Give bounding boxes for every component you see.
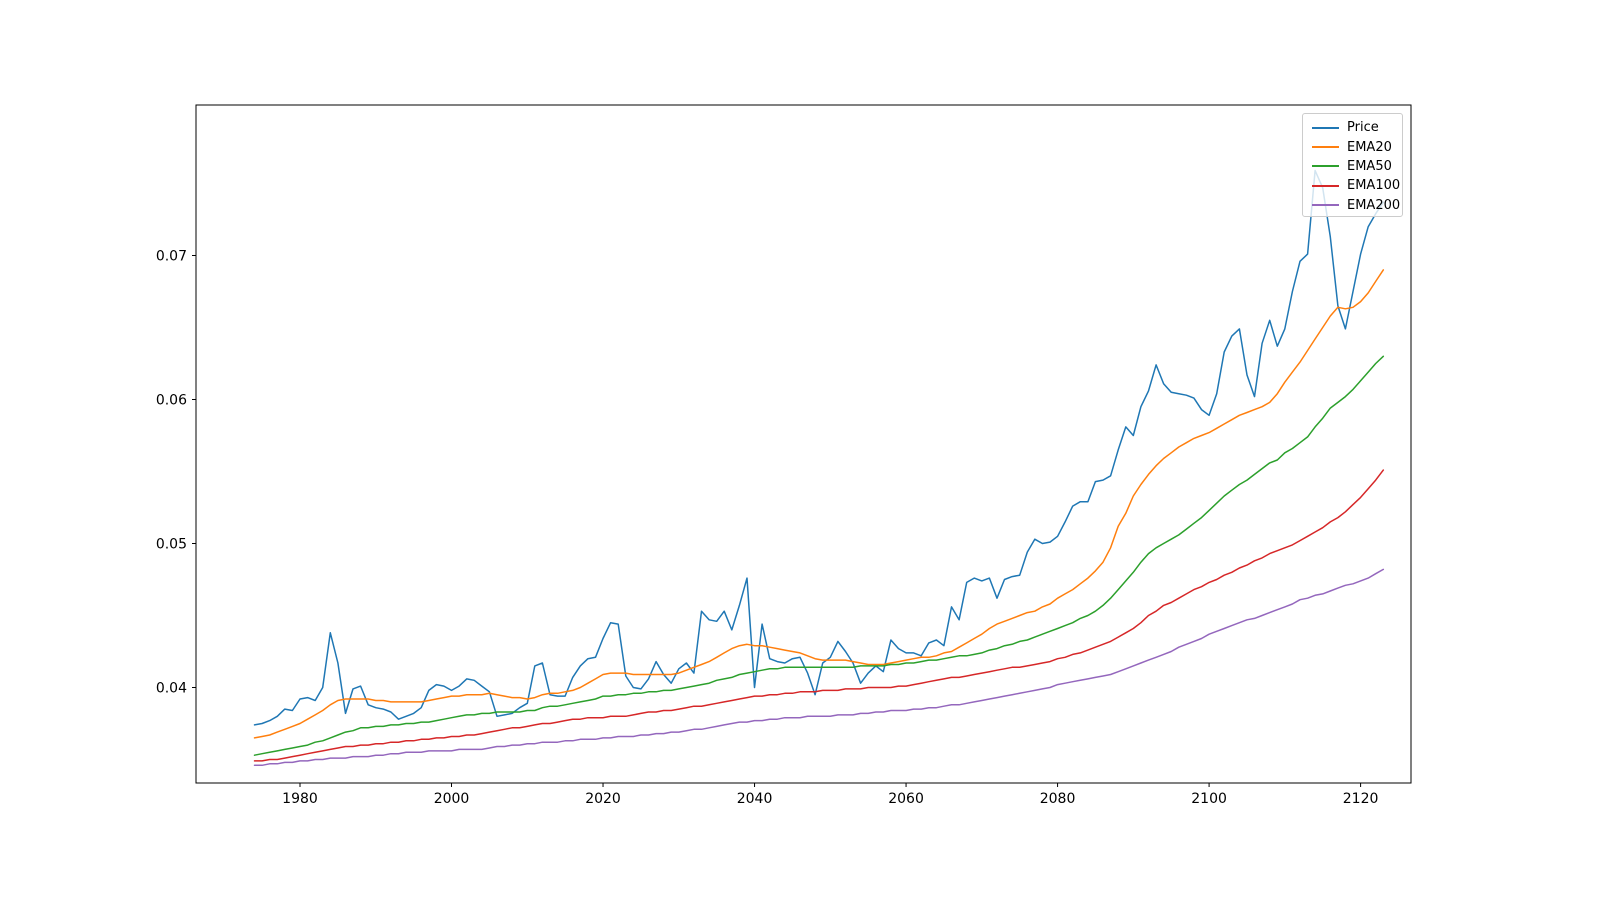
x-tick-label: 2120 (1343, 791, 1379, 807)
legend-line-sample-ema100 (1312, 184, 1339, 187)
legend: Price EMA20 EMA50 EMA100 EMA200 (1302, 113, 1403, 217)
x-tick-label: 2100 (1191, 791, 1227, 807)
legend-label-price: Price (1347, 120, 1379, 136)
legend-line-sample-price (1312, 126, 1339, 129)
x-tick-label: 2040 (737, 791, 773, 807)
x-tick-label: 1980 (282, 791, 318, 807)
legend-item-ema20: EMA20 (1312, 137, 1402, 156)
plot-border (195, 104, 1412, 784)
legend-label-ema50: EMA50 (1347, 158, 1392, 174)
legend-label-ema20: EMA20 (1347, 139, 1392, 155)
legend-line-sample-ema20 (1312, 146, 1339, 149)
legend-label-ema200: EMA200 (1347, 197, 1401, 213)
legend-line-sample-ema200 (1312, 204, 1339, 207)
legend-item-ema200: EMA200 (1312, 196, 1402, 215)
x-tick-label: 2020 (585, 791, 621, 807)
y-tick-label: 0.05 (156, 537, 187, 553)
y-tick-label: 0.07 (156, 249, 187, 265)
x-tick-label: 2080 (1040, 791, 1076, 807)
x-tick-label: 2000 (434, 791, 470, 807)
y-tick-label: 0.04 (156, 681, 187, 697)
legend-line-sample-ema50 (1312, 165, 1339, 168)
ema20-line (253, 269, 1385, 739)
legend-label-ema100: EMA100 (1347, 178, 1401, 194)
ema50-line (253, 355, 1385, 756)
price-line (253, 169, 1385, 726)
legend-item-ema100: EMA100 (1312, 176, 1402, 195)
legend-item-ema50: EMA50 (1312, 157, 1402, 176)
ema200-line (253, 568, 1385, 767)
ema100-line (253, 469, 1385, 762)
x-tick-label: 2060 (888, 791, 924, 807)
y-tick-label: 0.06 (156, 393, 187, 409)
legend-item-price: Price (1312, 118, 1402, 137)
